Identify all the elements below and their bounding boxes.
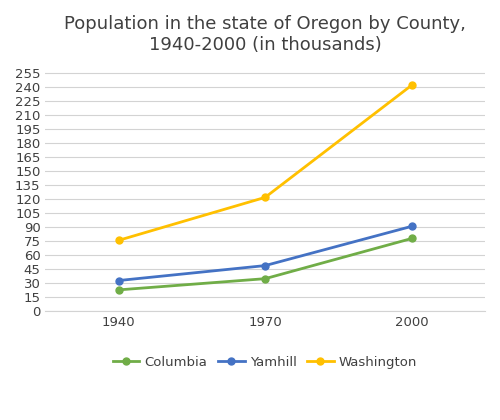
Title: Population in the state of Oregon by County,
1940-2000 (in thousands): Population in the state of Oregon by Cou…	[64, 15, 466, 54]
Washington	[262, 195, 268, 200]
Line: Yamhill: Yamhill	[115, 223, 415, 284]
Washington	[408, 83, 414, 88]
Yamhill	[262, 263, 268, 268]
Washington	[116, 238, 121, 243]
Legend: Columbia, Yamhill, Washington: Columbia, Yamhill, Washington	[108, 350, 422, 374]
Line: Washington: Washington	[115, 82, 415, 244]
Columbia	[116, 287, 121, 292]
Line: Columbia: Columbia	[115, 235, 415, 293]
Yamhill	[408, 224, 414, 229]
Yamhill	[116, 278, 121, 283]
Columbia	[408, 236, 414, 241]
Columbia	[262, 276, 268, 281]
